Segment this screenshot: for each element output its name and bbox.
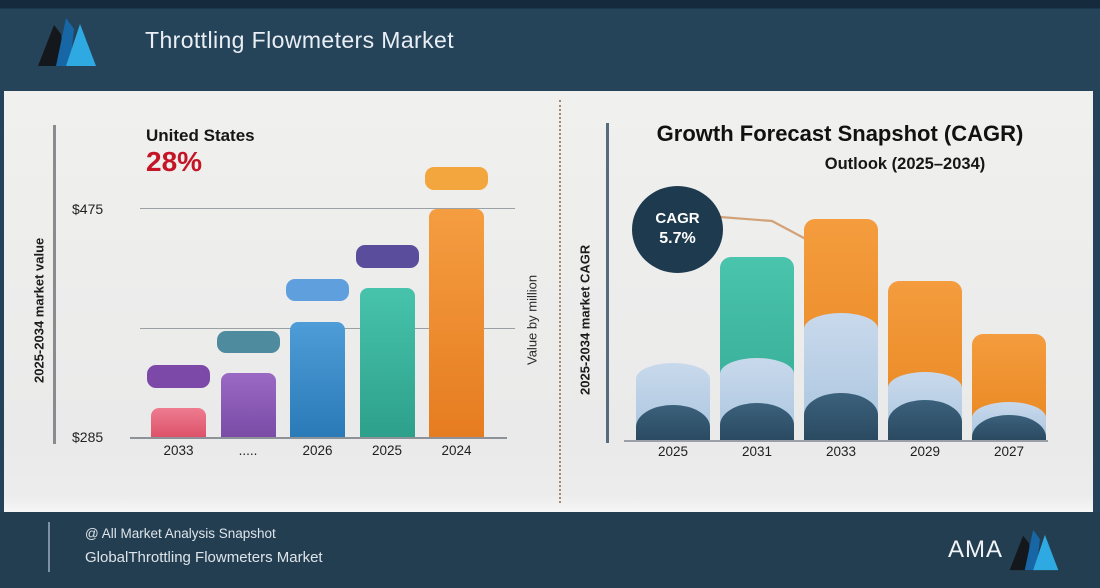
y-axis-tick: $475	[72, 201, 104, 217]
bar-segment-base	[888, 399, 962, 440]
footer-divider	[48, 522, 50, 572]
page-title: Throttling Flowmeters Market	[145, 27, 454, 53]
right-chart-title: Growth Forecast Snapshot (CAGR)	[656, 121, 1024, 146]
bar-floating-cap	[216, 331, 280, 353]
x-axis-label: 2029	[909, 444, 941, 459]
left-x-labels: 2033..... 2026 2025 2024	[150, 443, 485, 458]
right-x-axis-line	[624, 440, 1048, 442]
bar-floating-cap	[425, 167, 488, 190]
stacked-bar-group-2033	[804, 207, 878, 440]
stacked-bar-group-2031	[720, 207, 794, 440]
left-y-axis-line	[53, 125, 56, 444]
bar	[359, 288, 415, 437]
right-bars	[636, 207, 1046, 440]
footer-brand-text: AMA	[948, 536, 1004, 563]
bar-floating-cap	[286, 278, 349, 302]
left-right-axis-label: Value by million	[524, 274, 540, 366]
x-axis-label: .....	[238, 443, 258, 458]
x-axis-label: 2033	[163, 443, 194, 458]
left-chart-title: United States	[146, 126, 255, 145]
bar-segment-base	[636, 405, 710, 440]
left-x-axis-line	[130, 437, 507, 439]
bar-group-2024	[425, 167, 488, 437]
right-x-labels: 2025 2031 2033 2029 2027	[636, 444, 1046, 459]
left-y-ticks: $475 $285	[72, 167, 132, 445]
bar-group-.....	[216, 167, 280, 437]
ama-logo-icon	[1009, 529, 1059, 571]
ama-logo-icon	[38, 18, 96, 66]
footer-attribution: @ All Market Analysis Snapshot	[85, 526, 276, 541]
bar-segment-base	[804, 392, 878, 440]
left-bars	[147, 167, 488, 437]
cagr-badge-label: CAGR	[655, 210, 700, 228]
bar-group-2026	[286, 167, 349, 437]
panel-divider	[559, 100, 561, 503]
gridline	[140, 207, 515, 209]
bar-group-2033	[147, 167, 210, 437]
footer-band: @ All Market Analysis Snapshot GlobalThr…	[0, 512, 1100, 588]
right-y-axis-label: 2025-2034 market CAGR	[577, 244, 593, 396]
header-band: Throttling Flowmeters Market	[0, 0, 1100, 91]
cagr-badge: CAGR 5.7%	[632, 186, 723, 273]
y-axis-tick: $285	[72, 429, 104, 445]
right-y-axis-line	[606, 123, 609, 443]
footer-subtitle: GlobalThrottling Flowmeters Market	[85, 549, 323, 566]
left-y-axis-label: 2025-2034 market value	[31, 237, 47, 383]
bar	[220, 373, 276, 437]
bar-floating-cap	[355, 245, 419, 268]
left-plot-area	[140, 167, 515, 437]
left-chart-annotation: 28%	[146, 146, 203, 177]
x-axis-label: 2025	[657, 444, 689, 459]
right-chart-subtitle: Outlook (2025–2034)	[824, 155, 986, 173]
x-axis-label: 2027	[993, 444, 1025, 459]
x-axis-label: 2033	[825, 444, 857, 459]
x-axis-label: 2031	[741, 444, 773, 459]
bar-floating-cap	[147, 365, 210, 388]
bar	[290, 321, 345, 437]
x-axis-label: 2026	[302, 443, 333, 458]
bar	[151, 408, 206, 437]
stacked-bar-group-2029	[888, 207, 962, 440]
callout-connector-line	[719, 215, 818, 246]
stacked-bar-group-2025	[636, 207, 710, 440]
bar	[429, 209, 484, 437]
bar-group-2025	[355, 167, 419, 437]
stacked-bar-group-2027	[972, 207, 1046, 440]
bar-segment-base	[720, 402, 794, 440]
x-axis-label: 2025	[371, 443, 403, 458]
x-axis-label: 2024	[441, 443, 472, 458]
cagr-badge-value: 5.7%	[659, 229, 696, 247]
